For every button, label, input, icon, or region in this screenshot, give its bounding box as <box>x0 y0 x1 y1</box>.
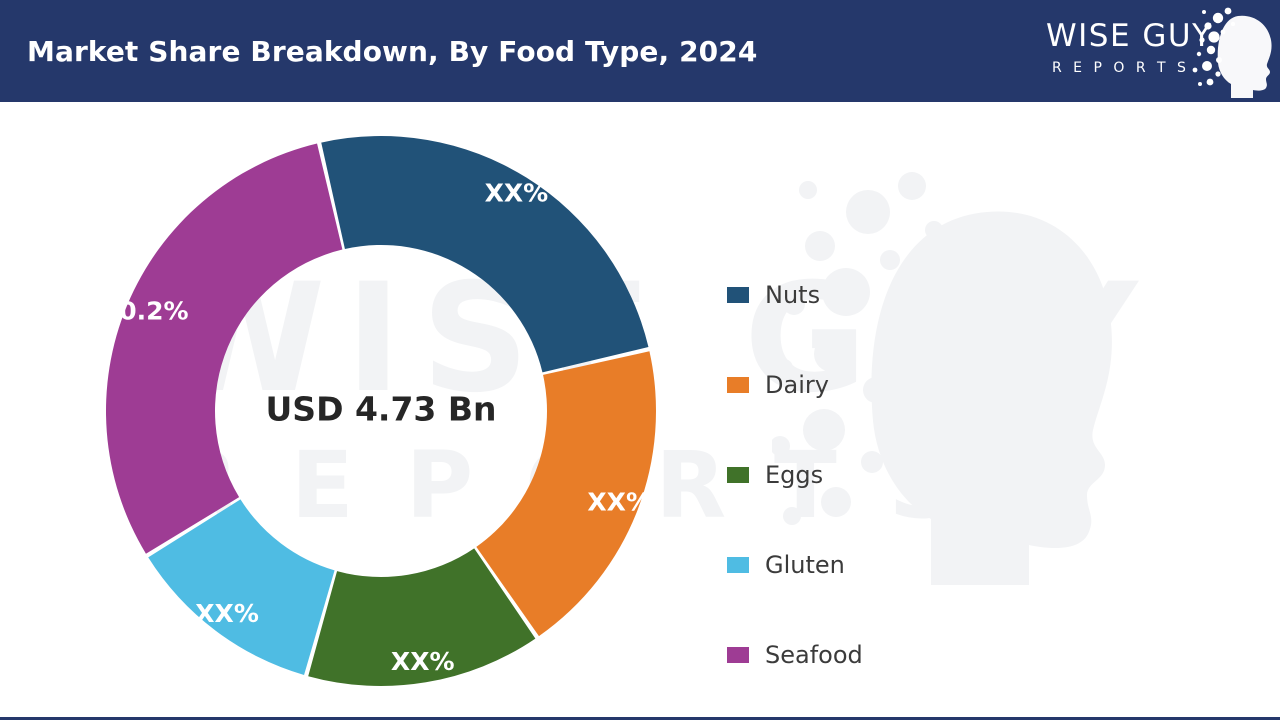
legend-label-dairy: Dairy <box>765 371 829 399</box>
page-header: Market Share Breakdown, By Food Type, 20… <box>0 0 1280 102</box>
legend-item-dairy[interactable]: Dairy <box>727 340 987 430</box>
donut-label-eggs: XX% <box>391 647 455 676</box>
chart-legend: Nuts Dairy Eggs Gluten Seafood <box>727 250 987 700</box>
legend-swatch-eggs <box>727 467 749 483</box>
donut-slice-gluten[interactable] <box>148 499 335 676</box>
legend-item-seafood[interactable]: Seafood <box>727 610 987 700</box>
legend-label-nuts: Nuts <box>765 281 821 309</box>
svg-text:WISE GUY: WISE GUY <box>1046 18 1213 54</box>
donut-label-seafood: 30.2% <box>102 297 189 326</box>
donut-chart: XX% XX% XX% XX% 30.2% USD 4.73 Bn <box>0 102 770 717</box>
donut-slice-eggs[interactable] <box>308 548 536 686</box>
legend-item-eggs[interactable]: Eggs <box>727 430 987 520</box>
page-title: Market Share Breakdown, By Food Type, 20… <box>27 34 758 68</box>
donut-slice-nuts[interactable] <box>321 136 649 373</box>
legend-label-eggs: Eggs <box>765 461 824 489</box>
legend-swatch-seafood <box>727 647 749 663</box>
legend-item-gluten[interactable]: Gluten <box>727 520 987 610</box>
legend-item-nuts[interactable]: Nuts <box>727 250 987 340</box>
donut-label-dairy: XX% <box>587 487 651 516</box>
legend-label-seafood: Seafood <box>765 641 863 669</box>
donut-label-nuts: XX% <box>485 178 549 207</box>
donut-slice-dairy[interactable] <box>476 351 656 637</box>
legend-swatch-nuts <box>727 287 749 303</box>
legend-swatch-dairy <box>727 377 749 393</box>
legend-swatch-gluten <box>727 557 749 573</box>
donut-chart-svg: XX% XX% XX% XX% 30.2% USD 4.73 Bn <box>102 136 656 686</box>
donut-label-gluten: XX% <box>195 599 259 628</box>
wise-guy-reports-logo: WISE GUY R E P O R T S <box>1042 4 1272 98</box>
donut-center-value: USD 4.73 Bn <box>266 390 497 429</box>
svg-text:R E P O R T S: R E P O R T S <box>1052 60 1189 76</box>
legend-label-gluten: Gluten <box>765 551 845 579</box>
donut-slice-seafood[interactable] <box>106 143 343 554</box>
